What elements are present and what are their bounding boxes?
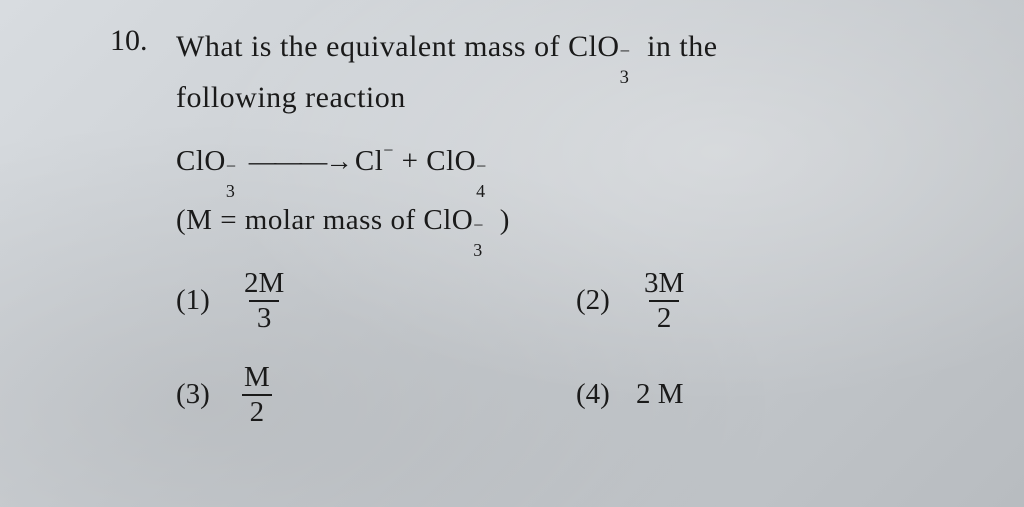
option-3: (3) M 2	[176, 363, 536, 427]
option-4-text: 2 M	[636, 378, 684, 411]
reaction-r2: ClO−4	[426, 145, 495, 177]
option-3-fraction: M 2	[236, 363, 278, 427]
question-body: What is the equivalent mass of ClO−3 in …	[176, 24, 934, 243]
options-grid: (1) 2M 3 (2) 3M 2 (3) M 2 (4) 2 M	[176, 269, 934, 427]
question-line-2: following reaction	[176, 75, 934, 122]
option-4: (4) 2 M	[576, 363, 876, 427]
option-2: (2) 3M 2	[576, 269, 876, 333]
option-2-fraction: 3M 2	[636, 269, 692, 333]
q-text-b: in the	[639, 30, 718, 63]
option-3-number: (3)	[176, 378, 222, 411]
formula-clo3-paren: ClO−3	[423, 204, 492, 236]
option-1-fraction: 2M 3	[236, 269, 292, 333]
formula-clo3: ClO−3	[568, 30, 639, 63]
option-1-number: (1)	[176, 284, 222, 317]
reaction-plus: +	[394, 145, 426, 177]
molar-mass-note: (M = molar mass of ClO−3 )	[176, 198, 934, 243]
reaction-r1: Cl−	[355, 145, 394, 177]
option-4-number: (4)	[576, 378, 622, 411]
option-2-number: (2)	[576, 284, 622, 317]
q-text-a: What is the equivalent mass of	[176, 30, 568, 63]
reaction-arrow-icon: ———→	[249, 140, 351, 183]
option-1: (1) 2M 3	[176, 269, 536, 333]
reaction-equation: ClO−3———→Cl− + ClO−4	[176, 139, 934, 184]
question-number: 10.	[110, 24, 158, 243]
question-line-1: What is the equivalent mass of ClO−3 in …	[176, 24, 934, 71]
question-block: 10. What is the equivalent mass of ClO−3…	[110, 24, 934, 243]
reaction-lhs: ClO−3	[176, 145, 245, 177]
